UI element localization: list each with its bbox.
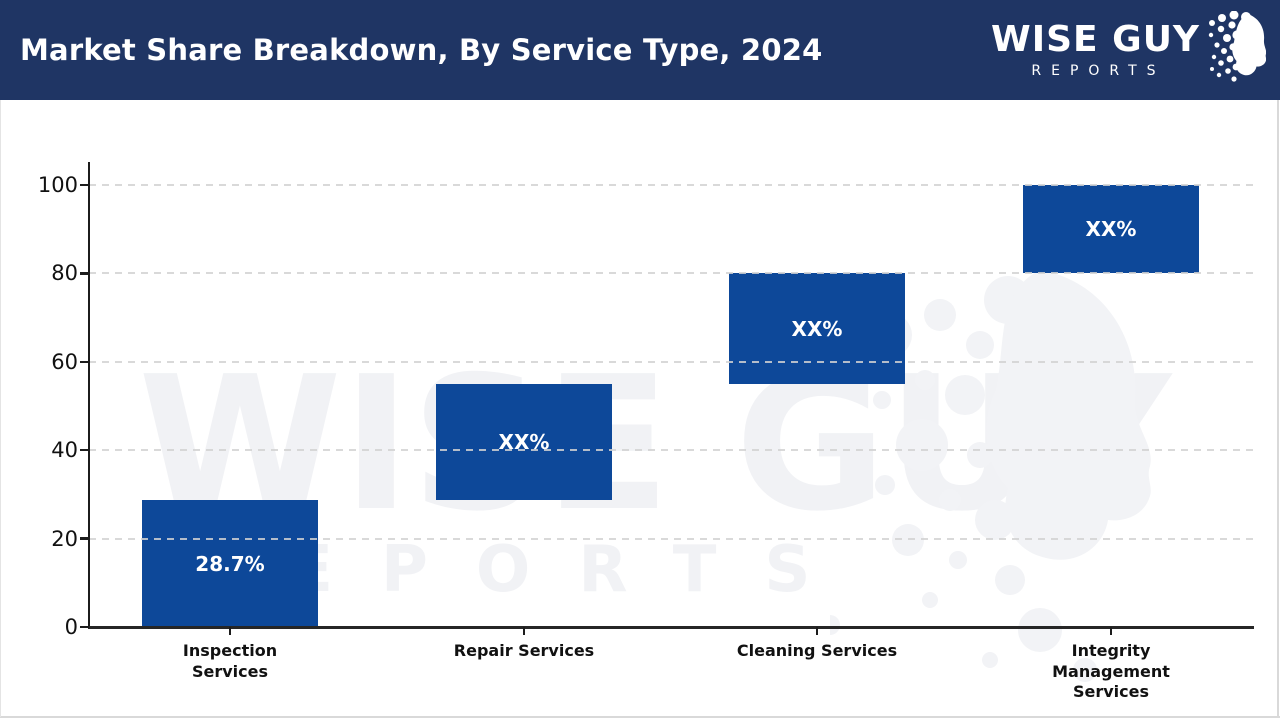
y-tick-20 — [80, 537, 89, 540]
bar-value-label: XX% — [1085, 217, 1137, 242]
y-tick-label-0: 0 — [64, 615, 78, 639]
left-divider — [0, 100, 2, 717]
gridline-40 — [89, 449, 1253, 452]
bar-value-label: XX% — [791, 316, 843, 341]
x-category-label-4: Integrity Management Services — [1052, 641, 1170, 701]
bar-value-label: 28.7% — [195, 551, 265, 576]
y-tick-100 — [80, 183, 89, 187]
chart-area: WISE GUY REPORTS 0 20 40 60 80 100 28.7% Inspec… — [0, 100, 1280, 720]
x-tick-4 — [1109, 627, 1113, 635]
header-bar: Market Share Breakdown, By Service Type,… — [0, 0, 1280, 100]
bar-3: XX% — [729, 273, 905, 384]
bottom-divider — [0, 716, 1280, 718]
logo-wordmark: WISE GUY REPORTS — [990, 18, 1200, 79]
x-tick-3 — [815, 627, 819, 635]
y-tick-label-40: 40 — [51, 438, 78, 463]
y-tick-80 — [80, 272, 89, 275]
y-tick-60 — [80, 360, 89, 363]
y-axis-spine — [87, 162, 90, 629]
page-title: Market Share Breakdown, By Service Type,… — [20, 33, 823, 67]
y-tick-label-60: 60 — [51, 349, 78, 374]
bar-1: 28.7% — [142, 500, 318, 627]
x-tick-2 — [522, 627, 526, 635]
gridline-100 — [89, 184, 1253, 186]
x-category-label-1: Inspection Services — [182, 641, 278, 681]
right-divider — [1277, 100, 1279, 717]
y-tick-label-20: 20 — [51, 526, 78, 551]
x-tick-1 — [228, 627, 232, 635]
bar-2: XX% — [436, 383, 612, 501]
gridline-20 — [89, 537, 1253, 540]
x-category-label-2: Repair Services — [453, 641, 595, 660]
x-category-label-3: Cleaning Services — [736, 641, 898, 660]
x-axis-spine — [87, 626, 1254, 629]
bar-4: XX% — [1023, 185, 1199, 274]
y-tick-label-80: 80 — [51, 261, 78, 286]
wiseguy-logo: WISE GUY REPORTS — [991, 11, 1266, 89]
y-tick-0 — [80, 625, 89, 629]
logo-wordmark-main: WISE GUY — [990, 18, 1200, 60]
logo-wordmark-sub: REPORTS — [1031, 62, 1166, 79]
logo-head-icon — [1208, 11, 1266, 82]
y-tick-label-100: 100 — [37, 173, 78, 197]
gridline-80 — [89, 272, 1253, 275]
y-tick-40 — [80, 449, 89, 452]
gridline-60 — [89, 360, 1253, 363]
